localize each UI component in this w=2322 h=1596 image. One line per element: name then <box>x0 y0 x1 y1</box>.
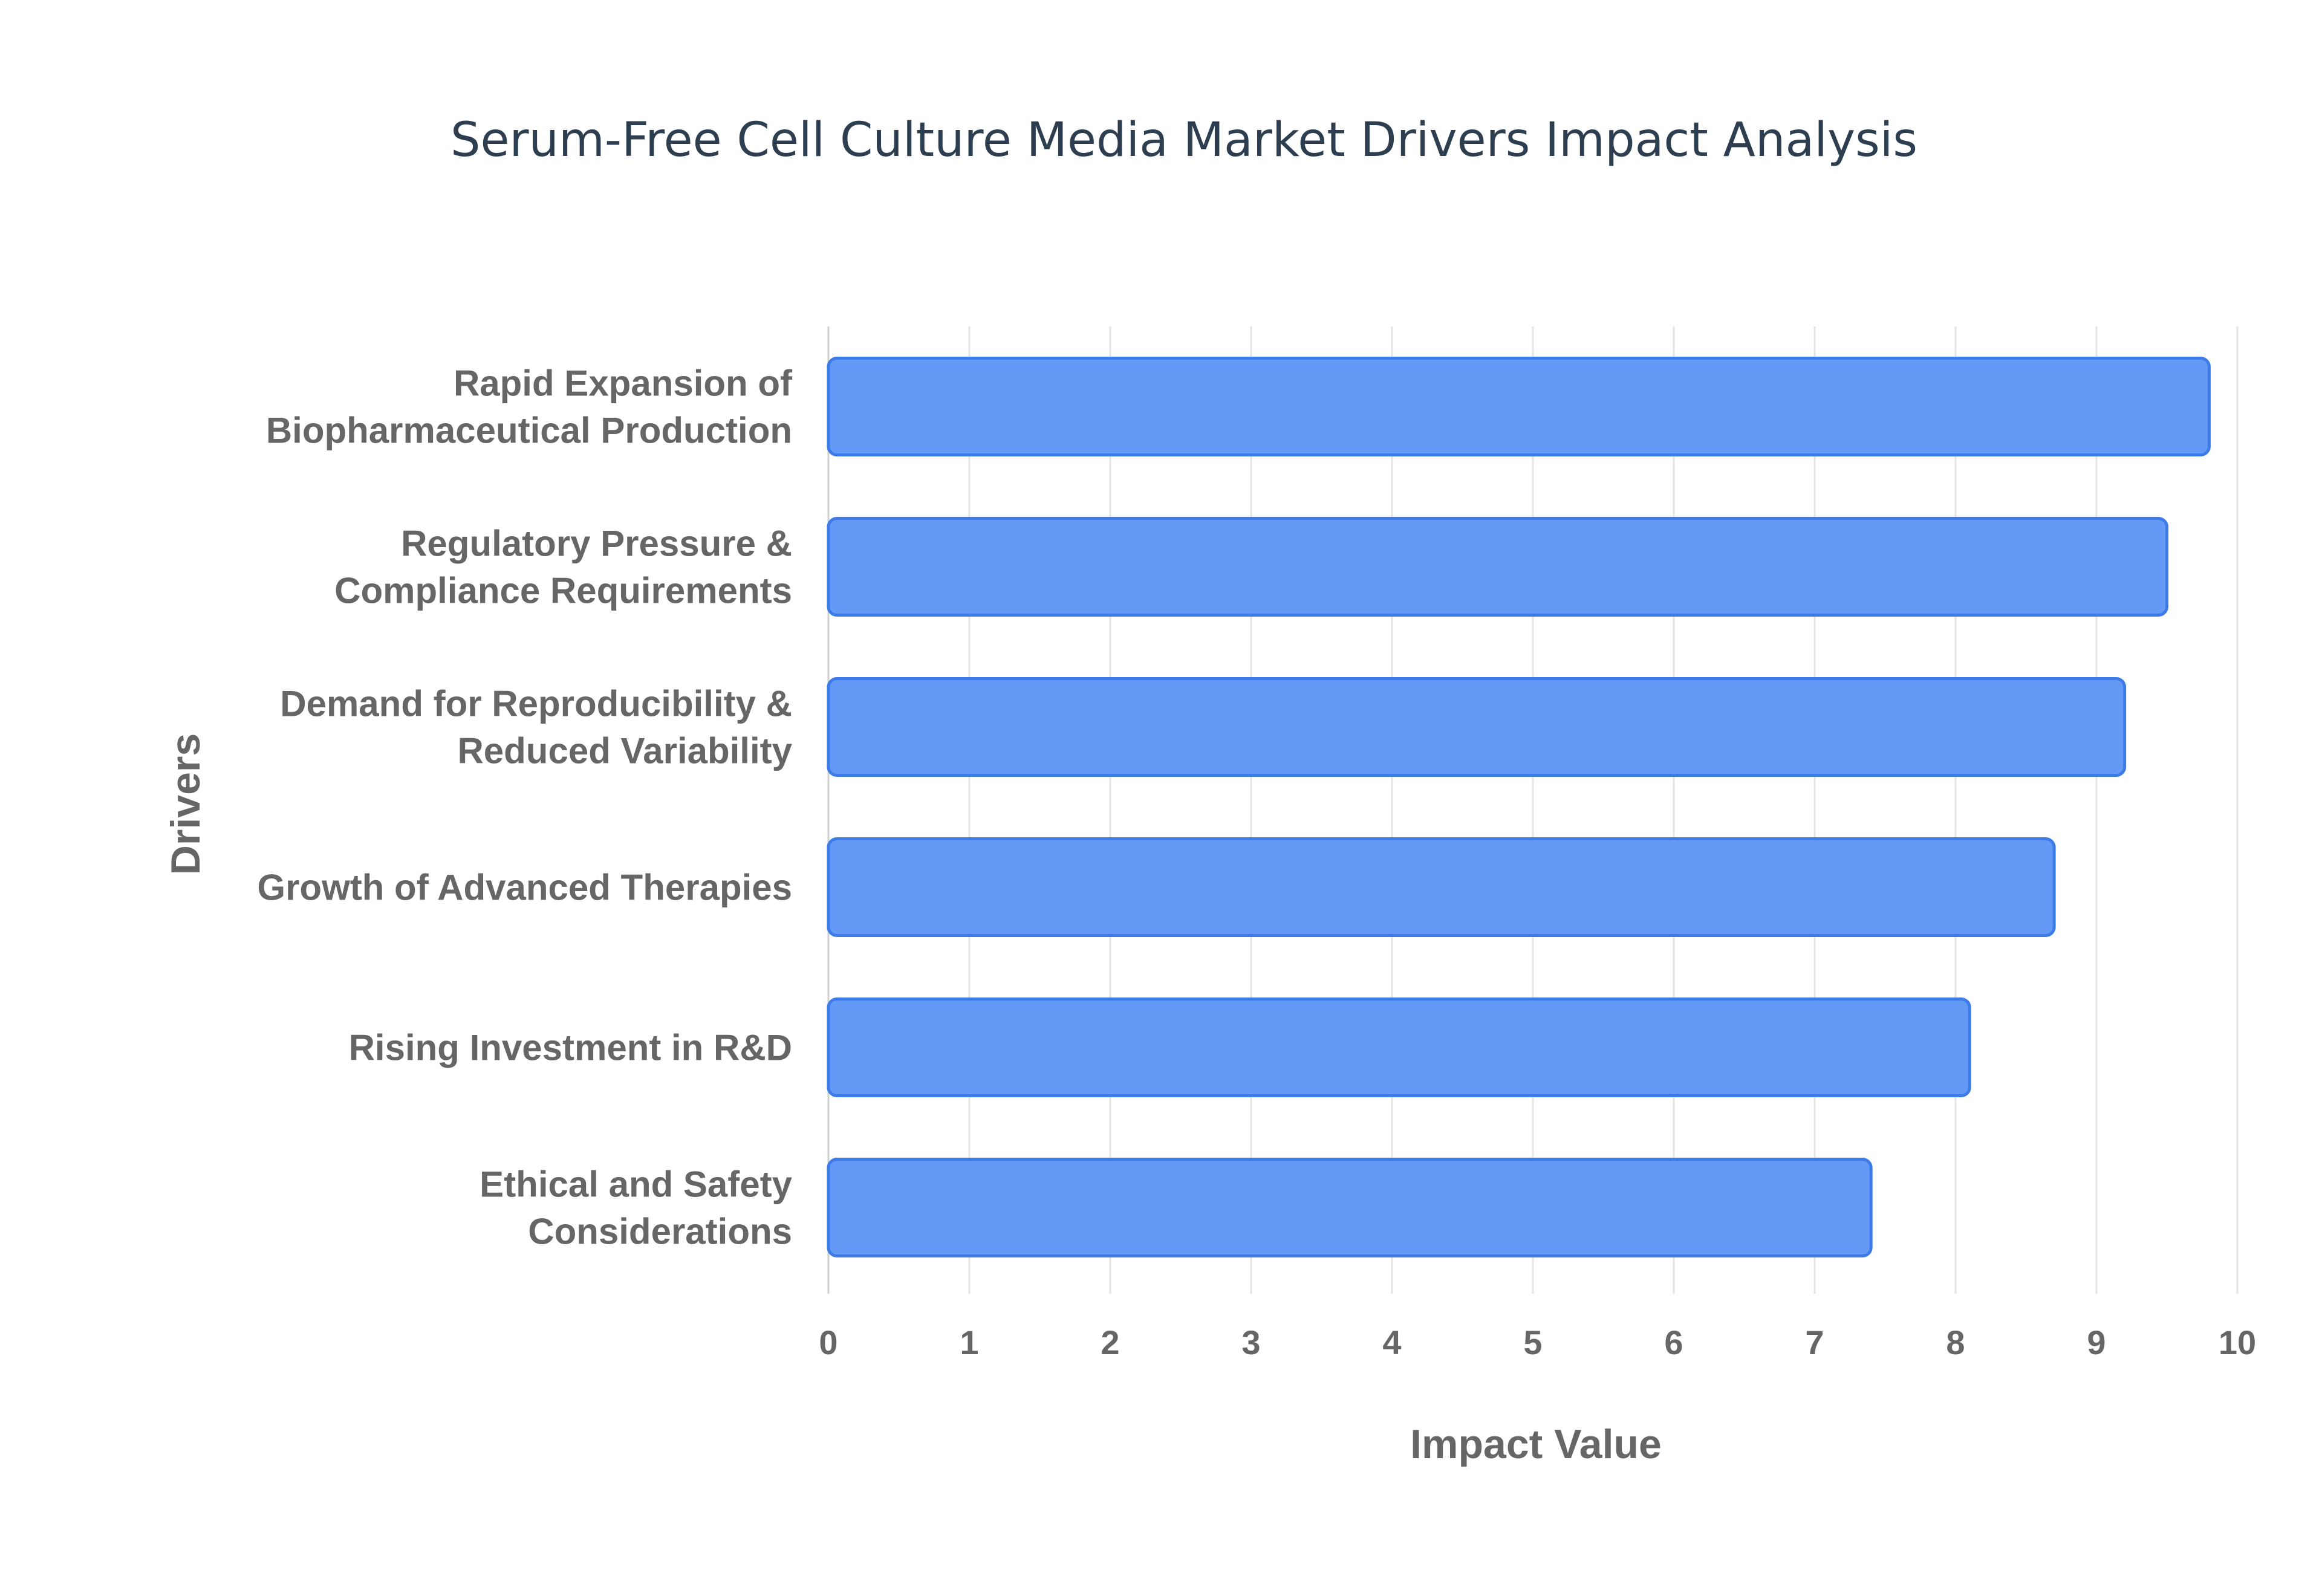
category-label-line: Ethical and Safety <box>480 1164 792 1205</box>
bar[interactable] <box>827 357 2211 456</box>
category-label-line: Rising Investment in R&D <box>349 1028 792 1068</box>
category-label: Ethical and Safety Considerations <box>480 1164 792 1252</box>
chart-title: Serum-Free Cell Culture Media Market Dri… <box>450 113 1917 167</box>
x-tick-label: 1 <box>960 1323 978 1361</box>
bar[interactable] <box>827 517 2168 617</box>
category-label: Rising Investment in R&D <box>349 1028 792 1068</box>
x-tick-label: 2 <box>1101 1323 1119 1361</box>
bar[interactable] <box>827 1158 1873 1257</box>
category-label: Rapid Expansion of Biopharmaceutical Prod… <box>266 363 793 451</box>
x-tick-labels: 0 1 2 3 4 5 6 7 8 9 10 <box>819 1323 2256 1361</box>
x-tick-label: 8 <box>1946 1323 1965 1361</box>
category-label-line: Biopharmaceutical Production <box>266 410 792 451</box>
category-label-line: Considerations <box>528 1212 792 1252</box>
category-label: Growth of Advanced Therapies <box>257 868 792 908</box>
category-label-line: Growth of Advanced Therapies <box>257 868 792 908</box>
x-tick-label: 9 <box>2087 1323 2106 1361</box>
category-label-line: Demand for Reproducibility & <box>280 684 792 724</box>
x-tick-label: 7 <box>1805 1323 1824 1361</box>
x-tick-label: 3 <box>1241 1323 1260 1361</box>
category-label-line: Compliance Requirements <box>334 571 792 611</box>
grid-lines <box>827 326 2239 1294</box>
bar[interactable] <box>827 677 2127 777</box>
bars <box>827 357 2211 1257</box>
x-tick-label: 10 <box>2219 1323 2256 1361</box>
x-tick-label: 0 <box>819 1323 837 1361</box>
category-label: Demand for Reproducibility & Reduced Vari… <box>280 684 792 771</box>
x-tick-label: 5 <box>1523 1323 1542 1361</box>
category-label: Regulatory Pressure & Compliance Requirem… <box>334 524 792 611</box>
category-label-line: Rapid Expansion of <box>454 363 793 404</box>
bar[interactable] <box>827 837 2056 937</box>
category-label-line: Regulatory Pressure & <box>401 524 792 564</box>
x-axis-title: Impact Value <box>1410 1421 1662 1467</box>
y-axis-title: Drivers <box>163 733 209 875</box>
x-tick-label: 6 <box>1664 1323 1683 1361</box>
category-labels: Rapid Expansion of Biopharmaceutical Prod… <box>257 363 793 1252</box>
bar[interactable] <box>827 997 1971 1097</box>
x-tick-label: 4 <box>1382 1323 1401 1361</box>
category-label-line: Reduced Variability <box>457 731 792 771</box>
